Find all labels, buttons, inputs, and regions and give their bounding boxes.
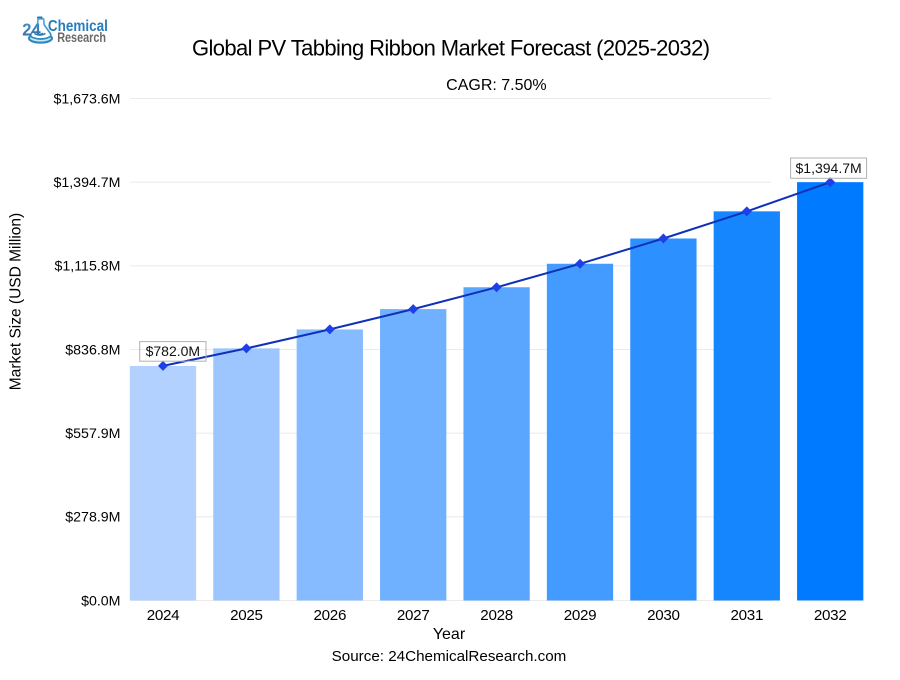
svg-text:2031: 2031 — [731, 607, 764, 624]
svg-text:Chemical: Chemical — [48, 18, 108, 35]
svg-text:24: 24 — [22, 19, 41, 39]
svg-text:2025: 2025 — [230, 607, 263, 624]
svg-text:$1,673.6M: $1,673.6M — [53, 91, 120, 107]
svg-text:$1,394.7M: $1,394.7M — [53, 175, 120, 191]
svg-text:2030: 2030 — [647, 607, 680, 624]
svg-text:Research: Research — [57, 30, 106, 45]
svg-text:$836.8M: $836.8M — [65, 342, 120, 358]
svg-text:2032: 2032 — [814, 607, 847, 624]
svg-text:Source: 24ChemicalResearch.com: Source: 24ChemicalResearch.com — [332, 648, 567, 665]
svg-text:2026: 2026 — [314, 607, 347, 624]
svg-text:2027: 2027 — [397, 607, 430, 624]
svg-text:2028: 2028 — [480, 607, 513, 624]
svg-text:Market Size (USD Million): Market Size (USD Million) — [8, 213, 25, 390]
svg-text:$557.9M: $557.9M — [65, 426, 120, 442]
svg-text:$1,115.8M: $1,115.8M — [55, 259, 121, 275]
svg-text:Year: Year — [433, 626, 466, 643]
svg-text:$0.0M: $0.0M — [81, 593, 120, 609]
svg-text:2029: 2029 — [564, 607, 597, 624]
svg-text:CAGR: 7.50%: CAGR: 7.50% — [446, 77, 546, 94]
svg-text:$278.9M: $278.9M — [65, 510, 120, 526]
svg-text:Global PV Tabbing Ribbon Marke: Global PV Tabbing Ribbon Market Forecast… — [192, 36, 709, 61]
svg-text:2024: 2024 — [147, 607, 180, 624]
svg-text:$782.0M: $782.0M — [146, 343, 200, 359]
svg-text:$1,394.7M: $1,394.7M — [796, 160, 862, 176]
